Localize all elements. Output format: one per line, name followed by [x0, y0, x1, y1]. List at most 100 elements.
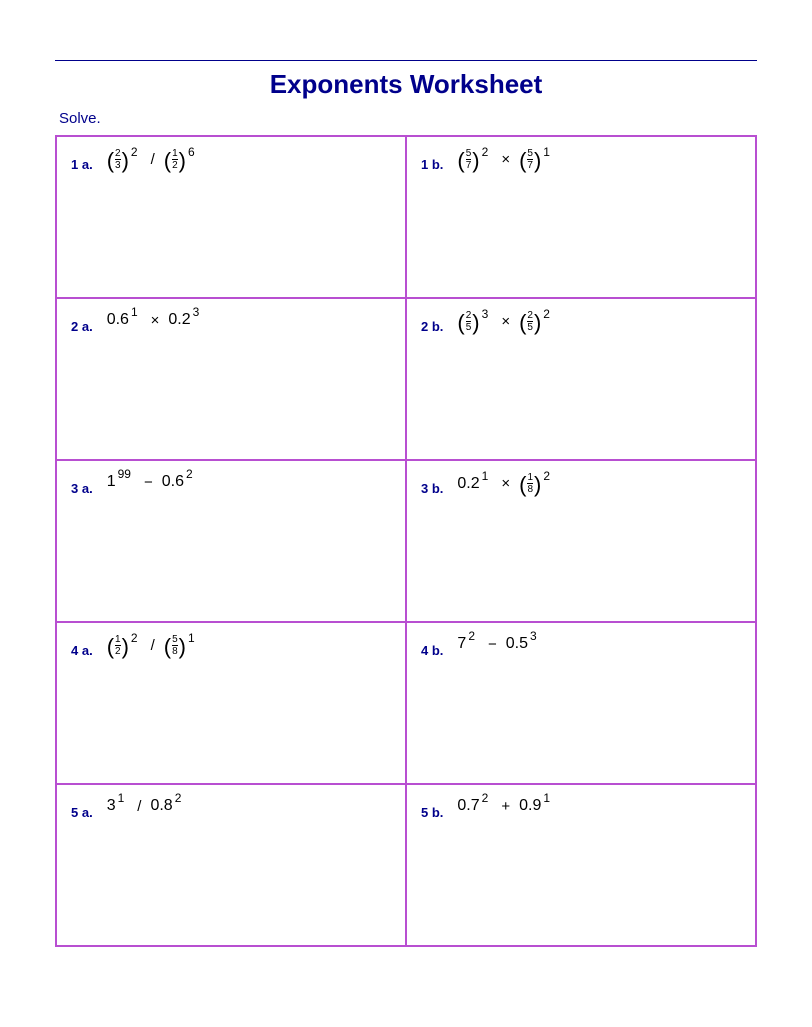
problem-row: 5 a. 31/0.82 5 b. 0.72+0.91: [57, 783, 755, 945]
term: (25)2: [519, 311, 554, 332]
denominator: 2: [172, 159, 178, 170]
fraction: 23: [115, 149, 121, 170]
term: (58)1: [164, 635, 199, 656]
operator: /: [137, 798, 141, 815]
operator: −: [488, 636, 497, 653]
worksheet-page: Exponents Worksheet Solve. 1 a.(23)2/(12…: [0, 0, 812, 987]
operator: /: [151, 151, 155, 168]
operator: ×: [501, 151, 510, 168]
base: 3: [107, 797, 116, 815]
exponent: 3: [530, 629, 537, 643]
problem-cell: 1 b.(57)2×(57)1: [405, 137, 755, 297]
exponent: 3: [193, 305, 200, 319]
problem-row: 3 a.199−0.623 b.0.21×(18)2: [57, 459, 755, 621]
term: (23)2: [107, 149, 142, 170]
exponent: 1: [543, 145, 550, 159]
denominator: 8: [172, 645, 178, 656]
numerator: 5: [527, 149, 533, 159]
problem-label: 5 b.: [421, 805, 443, 820]
problem-label: 5 a.: [71, 805, 93, 820]
fraction: 12: [115, 635, 121, 656]
operator: ×: [501, 313, 510, 330]
term: 0.21: [457, 475, 492, 493]
left-paren: (: [164, 152, 171, 170]
numerator: 5: [466, 149, 472, 159]
fraction: 18: [527, 473, 533, 494]
base: 7: [457, 635, 466, 653]
base: 0.6: [107, 311, 129, 329]
fraction: 57: [466, 149, 472, 170]
exponent: 2: [468, 629, 475, 643]
base: 1: [107, 473, 116, 491]
numerator: 2: [527, 311, 533, 321]
problem-label: 3 b.: [421, 481, 443, 496]
term: 72: [457, 635, 479, 653]
left-paren: (: [519, 314, 526, 332]
expression: (23)2/(12)6: [107, 149, 199, 170]
term: (25)3: [457, 311, 492, 332]
term: 0.23: [168, 311, 203, 329]
left-paren: (: [519, 152, 526, 170]
term: (12)2: [107, 635, 142, 656]
exponent: 1: [118, 791, 125, 805]
numerator: 1: [172, 149, 178, 159]
numerator: 2: [466, 311, 472, 321]
expression: 0.61×0.23: [107, 311, 204, 329]
exponent: 3: [482, 307, 489, 321]
problem-row: 2 a.0.61×0.232 b.(25)3×(25)2: [57, 297, 755, 459]
exponent: 2: [482, 791, 489, 805]
term: 0.72: [457, 797, 492, 815]
right-paren: ): [472, 152, 479, 170]
expression: (57)2×(57)1: [457, 149, 554, 170]
right-paren: ): [122, 152, 129, 170]
top-rule: [55, 60, 757, 61]
left-paren: (: [457, 152, 464, 170]
denominator: 7: [527, 159, 533, 170]
fraction: 57: [527, 149, 533, 170]
expression: 199−0.62: [107, 473, 197, 491]
problem-cell: 2 a.0.61×0.23: [57, 299, 405, 459]
term: 0.91: [519, 797, 554, 815]
exponent: 2: [175, 791, 182, 805]
problem-grid: 1 a.(23)2/(12)61 b.(57)2×(57)12 a.0.61×0…: [55, 135, 757, 947]
operator: ×: [501, 475, 510, 492]
right-paren: ): [534, 314, 541, 332]
left-paren: (: [107, 638, 114, 656]
numerator: 1: [115, 635, 121, 645]
exponent: 6: [188, 145, 195, 159]
exponent: 1: [543, 791, 550, 805]
base: 0.6: [162, 473, 184, 491]
left-paren: (: [519, 476, 526, 494]
numerator: 1: [527, 473, 533, 483]
problem-label: 4 b.: [421, 643, 443, 658]
exponent: 2: [543, 307, 550, 321]
base: 0.9: [519, 797, 541, 815]
exponent: 1: [188, 631, 195, 645]
fraction: 12: [172, 149, 178, 170]
exponent: 2: [543, 469, 550, 483]
term: (57)1: [519, 149, 554, 170]
exponent: 2: [482, 145, 489, 159]
operator: −: [144, 474, 153, 491]
operator: ×: [151, 312, 160, 329]
problem-cell: 3 a.199−0.62: [57, 461, 405, 621]
exponent: 2: [186, 467, 193, 481]
problem-label: 1 b.: [421, 157, 443, 172]
expression: 0.72+0.91: [457, 797, 554, 815]
base: 0.2: [457, 475, 479, 493]
base: 0.2: [168, 311, 190, 329]
denominator: 5: [466, 321, 472, 332]
denominator: 5: [527, 321, 533, 332]
fraction: 25: [527, 311, 533, 332]
expression: 31/0.82: [107, 797, 186, 815]
problem-row: 4 a.(12)2/(58)14 b.72−0.53: [57, 621, 755, 783]
worksheet-title: Exponents Worksheet: [55, 69, 757, 100]
expression: (25)3×(25)2: [457, 311, 554, 332]
fraction: 58: [172, 635, 178, 656]
problem-row: 1 a.(23)2/(12)61 b.(57)2×(57)1: [57, 137, 755, 297]
right-paren: ): [122, 638, 129, 656]
problem-cell: 1 a.(23)2/(12)6: [57, 137, 405, 297]
term: 0.62: [162, 473, 197, 491]
exponent: 2: [131, 145, 138, 159]
expression: 72−0.53: [457, 635, 540, 653]
